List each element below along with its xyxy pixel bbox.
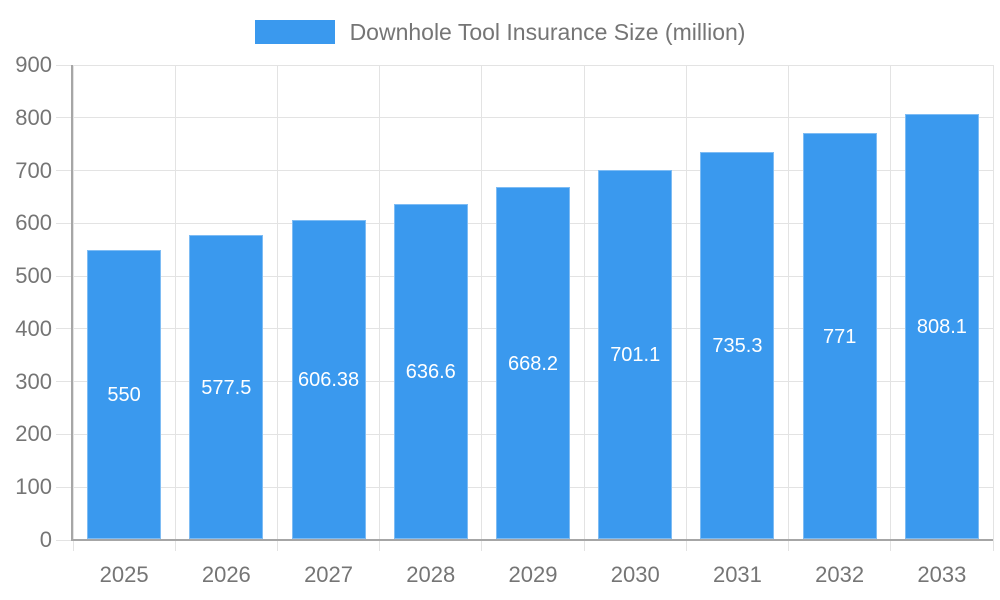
gridline-vertical — [992, 65, 994, 551]
y-axis-label: 500 — [15, 263, 52, 289]
legend-swatch[interactable] — [254, 20, 335, 44]
x-axis-line — [71, 539, 993, 541]
y-axis-label: 300 — [15, 368, 52, 394]
y-axis-label: 700 — [15, 157, 52, 183]
bar-value-label: 771 — [822, 325, 857, 348]
y-axis-line — [71, 65, 73, 540]
y-axis-label: 100 — [15, 474, 52, 500]
gridline-horizontal — [56, 170, 993, 172]
bar[interactable] — [87, 249, 162, 539]
bar-value-label: 550 — [107, 383, 141, 406]
bar-value-label: 668.2 — [507, 352, 559, 375]
y-axis-label: 400 — [15, 315, 52, 341]
bar[interactable] — [189, 235, 264, 539]
y-axis-label: 800 — [15, 104, 52, 130]
y-axis-label: 600 — [15, 210, 52, 236]
bar[interactable] — [496, 187, 570, 539]
gridline-vertical — [72, 65, 74, 551]
x-axis-label: 2032 — [815, 562, 865, 587]
gridline-vertical — [583, 65, 585, 551]
gridline-horizontal — [56, 64, 993, 66]
gridline-vertical — [788, 65, 790, 551]
gridline-vertical — [890, 65, 892, 551]
bar-value-label: 577.5 — [201, 376, 252, 399]
gridline-vertical — [174, 65, 176, 551]
x-axis-label: 2029 — [508, 562, 558, 587]
bar[interactable] — [700, 151, 775, 539]
bar-value-label: 735.3 — [712, 334, 763, 357]
bar[interactable] — [393, 204, 468, 539]
bar[interactable] — [291, 219, 366, 539]
gridline-horizontal — [56, 117, 993, 119]
bar-value-label: 808.1 — [916, 315, 967, 338]
bar-value-label: 606.38 — [297, 368, 360, 391]
legend-label[interactable]: Downhole Tool Insurance Size (million) — [349, 19, 746, 45]
bar[interactable] — [904, 113, 979, 539]
gridline-vertical — [379, 65, 381, 551]
y-axis-label: 900 — [15, 52, 52, 77]
x-axis-label: 2027 — [304, 562, 354, 587]
x-axis-label: 2033 — [917, 562, 967, 587]
y-axis-label: 200 — [15, 421, 52, 447]
x-axis-label: 2028 — [406, 562, 456, 587]
x-axis-label: 2025 — [99, 562, 149, 587]
legend[interactable]: Downhole Tool Insurance Size (million) — [0, 18, 1000, 46]
y-axis-label: 0 — [39, 527, 52, 552]
x-axis-label: 2030 — [610, 562, 660, 587]
gridline-vertical — [685, 65, 687, 551]
gridline-vertical — [481, 65, 483, 551]
x-axis-label: 2031 — [712, 562, 762, 587]
bar[interactable] — [598, 169, 673, 539]
bar[interactable] — [802, 133, 877, 539]
x-axis-label: 2026 — [201, 562, 251, 587]
gridline-vertical — [276, 65, 278, 551]
bar-value-label: 636.6 — [405, 361, 456, 383]
bar-value-label: 701.1 — [610, 343, 661, 366]
